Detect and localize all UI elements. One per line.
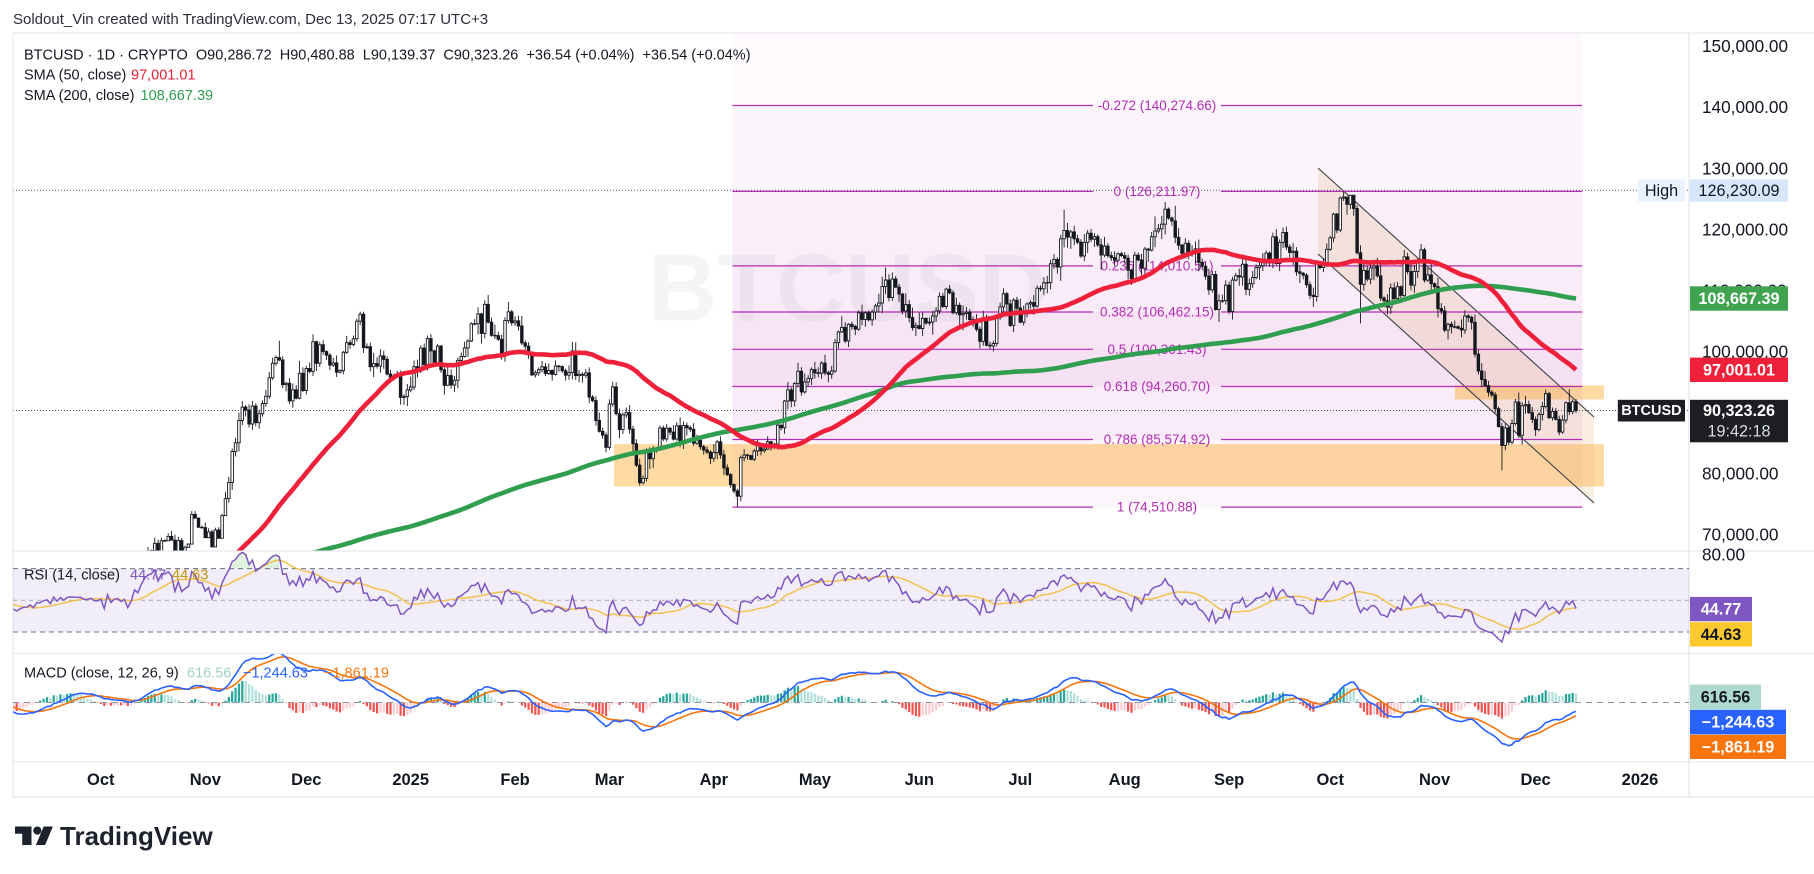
svg-text:0.786 (85,574.92): 0.786 (85,574.92) — [1104, 432, 1211, 447]
svg-text:Aug: Aug — [1109, 771, 1141, 789]
svg-text:2026: 2026 — [1622, 771, 1659, 789]
svg-text:-0.272 (140,274.66): -0.272 (140,274.66) — [1098, 98, 1217, 113]
svg-text:80,000.00: 80,000.00 — [1702, 464, 1778, 484]
svg-text:44.77: 44.77 — [1701, 601, 1742, 619]
svg-text:126,230.09: 126,230.09 — [1698, 182, 1779, 200]
svg-text:70,000.00: 70,000.00 — [1702, 525, 1778, 545]
svg-text:0.618 (94,260.70): 0.618 (94,260.70) — [1104, 379, 1211, 394]
svg-text:100,000.00: 100,000.00 — [1702, 341, 1788, 361]
svg-text:High: High — [1645, 182, 1678, 200]
svg-text:150,000.00: 150,000.00 — [1702, 36, 1788, 56]
svg-text:108,667.39: 108,667.39 — [1698, 290, 1779, 308]
svg-text:140,000.00: 140,000.00 — [1702, 97, 1788, 117]
svg-text:0 (126,211.97): 0 (126,211.97) — [1114, 184, 1201, 199]
svg-text:Nov: Nov — [1419, 771, 1451, 789]
svg-text:Feb: Feb — [500, 771, 529, 789]
svg-text:Sep: Sep — [1214, 771, 1244, 789]
svg-text:MACD (close, 12, 26, 9)616.56−: MACD (close, 12, 26, 9) 616.56 −1,244.63 −1… — [24, 666, 389, 682]
svg-text:Dec: Dec — [291, 771, 321, 789]
svg-text:SMA (50, close)97,001.01: SMA (50, close) 97,001.01 — [24, 68, 196, 84]
svg-text:−1,244.63: −1,244.63 — [1702, 714, 1774, 732]
svg-text:BTCUSD · 1D · CRYPTO O90,286.: BTCUSD · 1D · CRYPTO O90,286.72 H90,480.… — [24, 48, 751, 64]
svg-text:Dec: Dec — [1520, 771, 1550, 789]
svg-text:616.56: 616.56 — [1701, 688, 1751, 706]
svg-text:Oct: Oct — [1316, 771, 1344, 789]
svg-text:Soldout_Vin created with Tradi: Soldout_Vin created with TradingView.com… — [13, 11, 488, 28]
svg-text:Nov: Nov — [190, 771, 222, 789]
svg-text:TradingView: TradingView — [60, 821, 213, 851]
svg-text:Apr: Apr — [700, 771, 729, 789]
svg-text:44.63: 44.63 — [1701, 626, 1742, 644]
svg-text:May: May — [799, 771, 832, 789]
svg-text:−1,861.19: −1,861.19 — [1702, 738, 1774, 756]
svg-text:19:42:18: 19:42:18 — [1707, 423, 1770, 441]
svg-text:97,001.01: 97,001.01 — [1703, 361, 1775, 379]
svg-text:SMA (200, close)108,667.39: SMA (200, close) 108,667.39 — [24, 88, 213, 104]
svg-text:1 (74,510.88): 1 (74,510.88) — [1117, 500, 1197, 515]
svg-text:130,000.00: 130,000.00 — [1702, 158, 1788, 178]
svg-text:90,323.26: 90,323.26 — [1703, 402, 1775, 420]
svg-text:120,000.00: 120,000.00 — [1702, 219, 1788, 239]
svg-text:BTCUSD: BTCUSD — [648, 235, 1048, 342]
svg-text:0.382 (106,462.15): 0.382 (106,462.15) — [1100, 305, 1214, 320]
svg-text:Jul: Jul — [1008, 771, 1032, 789]
svg-text:80.00: 80.00 — [1702, 545, 1745, 565]
svg-text:BTCUSD: BTCUSD — [1621, 403, 1681, 419]
svg-text:2025: 2025 — [392, 771, 429, 789]
svg-text:Jun: Jun — [905, 771, 934, 789]
svg-text:Oct: Oct — [87, 771, 115, 789]
svg-text:Mar: Mar — [595, 771, 625, 789]
